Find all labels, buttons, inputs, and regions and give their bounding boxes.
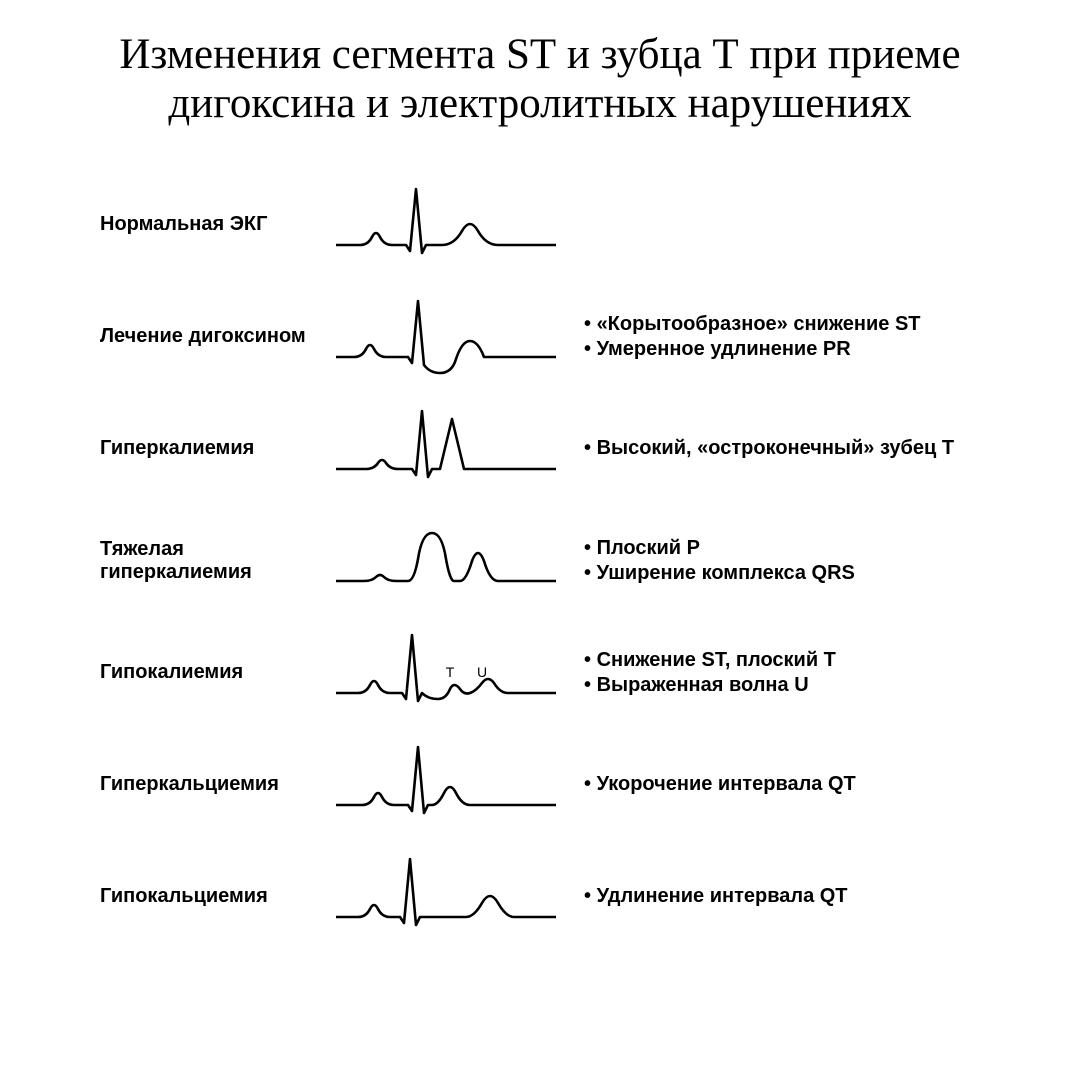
row-notes: Снижение ST, плоский TВыраженная волна U	[566, 648, 1040, 698]
ecg-waveform-severe-hyperkalemia	[336, 511, 556, 611]
row-label: Нормальная ЭКГ	[100, 213, 336, 236]
note: Укорочение интервала QT	[584, 772, 1040, 797]
note: Удлинение интервала QT	[584, 884, 1040, 909]
ecg-row-hypercalcemia: Гиперкальциемия Укорочение интервала QT	[100, 729, 1040, 841]
ecg-waveform-normal	[336, 175, 556, 275]
row-notes: Плоский РУширение комплекса QRS	[566, 536, 1040, 586]
row-label: Тяжелая гиперкалиемия	[100, 538, 336, 584]
ecg-waveform-hyperkalemia	[336, 399, 556, 499]
note: Уширение комплекса QRS	[584, 561, 1040, 586]
row-notes: Укорочение интервала QT	[566, 772, 1040, 797]
waveform-cell	[336, 735, 566, 835]
note: Умеренное удлинение PR	[584, 337, 1040, 362]
page-title: Изменения сегмента SТ и зубца Т при прие…	[80, 30, 1000, 129]
row-label: Гипокалиемия	[100, 661, 336, 684]
waveform-cell	[336, 175, 566, 275]
row-label: Гиперкалиемия	[100, 437, 336, 460]
ecg-row-digoxin: Лечение дигоксином «Корытообразное» сниже…	[100, 281, 1040, 393]
waveform-cell	[336, 399, 566, 499]
note: «Корытообразное» снижение ST	[584, 312, 1040, 337]
row-notes: Высокий, «остроконечный» зубец Т	[566, 436, 1040, 461]
svg-text:U: U	[477, 664, 487, 680]
ecg-waveform-hypercalcemia	[336, 735, 556, 835]
waveform-cell	[336, 847, 566, 947]
ecg-row-hypocalcemia: Гипокальциемия Удлинение интервала QT	[100, 841, 1040, 953]
row-notes: Удлинение интервала QT	[566, 884, 1040, 909]
note: Выраженная волна U	[584, 673, 1040, 698]
ecg-waveform-digoxin	[336, 287, 556, 387]
waveform-cell	[336, 287, 566, 387]
ecg-waveform-hypokalemia: TU	[336, 623, 556, 723]
note: Высокий, «остроконечный» зубец Т	[584, 436, 1040, 461]
waveform-cell: TU	[336, 623, 566, 723]
note: Снижение ST, плоский T	[584, 648, 1040, 673]
waveform-cell	[336, 511, 566, 611]
ecg-row-hypokalemia: ГипокалиемияTUСнижение ST, плоский TВыра…	[100, 617, 1040, 729]
ecg-row-normal: Нормальная ЭКГ	[100, 169, 1040, 281]
note: Плоский Р	[584, 536, 1040, 561]
row-label: Лечение дигоксином	[100, 325, 336, 348]
ecg-rows: Нормальная ЭКГ Лечение дигоксином «Корытоо…	[100, 169, 1040, 953]
ecg-row-severe-hyperkalemia: Тяжелая гиперкалиемия Плоский РУширение к…	[100, 505, 1040, 617]
ecg-row-hyperkalemia: Гиперкалиемия Высокий, «остроконечный» зу…	[100, 393, 1040, 505]
page: Изменения сегмента SТ и зубца Т при прие…	[0, 0, 1080, 1080]
ecg-waveform-hypocalcemia	[336, 847, 556, 947]
row-label: Гиперкальциемия	[100, 773, 336, 796]
row-notes: «Корытообразное» снижение STУмеренное уд…	[566, 312, 1040, 362]
row-label: Гипокальциемия	[100, 885, 336, 908]
svg-text:T: T	[446, 664, 455, 680]
